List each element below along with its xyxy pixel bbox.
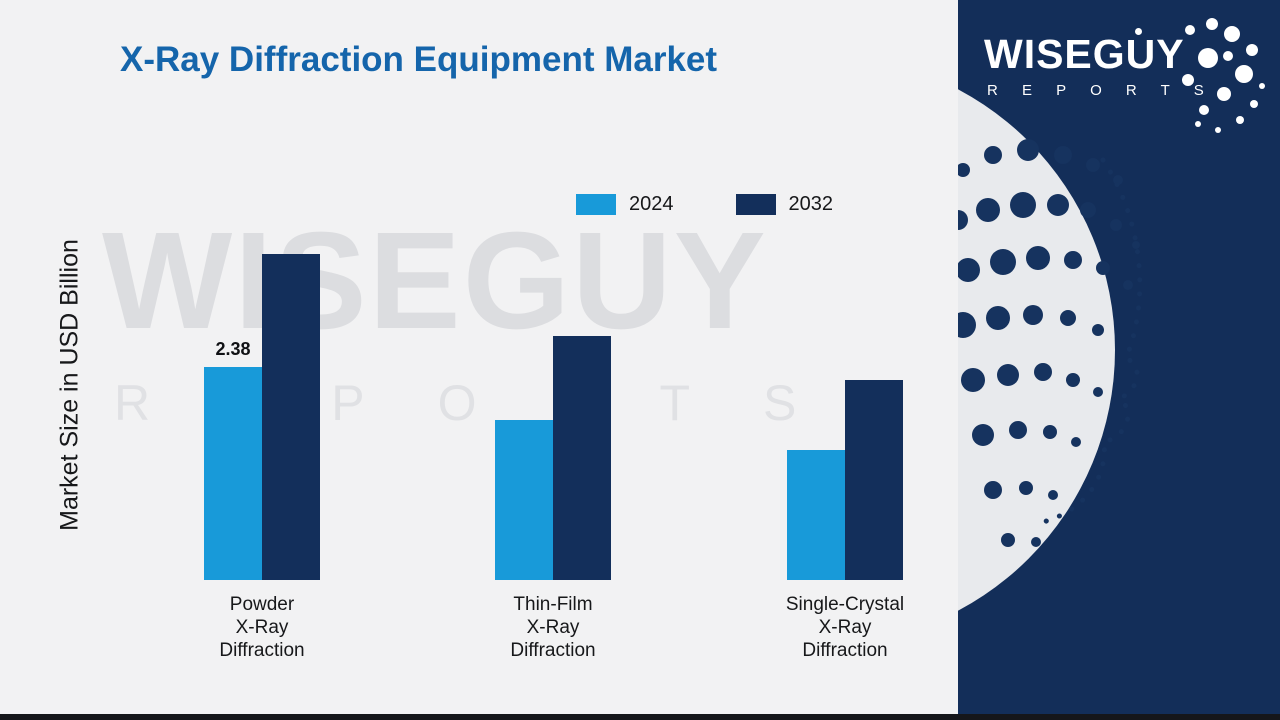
category-label: Single-Crystal X-Ray Diffraction [785, 594, 905, 661]
bar-group: Thin-Film X-Ray Diffraction [495, 336, 611, 661]
legend-label: 2024 [629, 193, 674, 215]
head-profile-dots-graphic [958, 18, 1265, 547]
legend-label: 2032 [788, 193, 834, 215]
legend-item-2024: 2024 [576, 193, 674, 216]
legend-item-2032: 2032 [735, 193, 834, 216]
brand-panel: WISEGUY R E P O R T S [958, 0, 1280, 720]
bar-2024 [495, 420, 553, 580]
legend-swatch-2024 [576, 194, 616, 215]
bar-2032 [845, 380, 903, 580]
bar-2024: 2.38 [204, 339, 262, 580]
category-label: Powder X-Ray Diffraction [219, 594, 305, 661]
logo-u-dot [1135, 28, 1142, 35]
bar-2024 [787, 450, 845, 580]
watermark-wordmark: WISEGUY [102, 204, 768, 358]
category-label: Thin-Film X-Ray Diffraction [510, 594, 596, 661]
chart-title: X-Ray Diffraction Equipment Market [120, 40, 718, 79]
wiseguy-logo: WISEGUY R E P O R T S [984, 28, 1214, 99]
logo-wordmark-text: WISEGUY [984, 31, 1185, 77]
logo-wordmark: WISEGUY [984, 28, 1214, 77]
background-watermark: WISEGUY R E P O R T S [102, 212, 826, 432]
legend: 2024 2032 [576, 193, 833, 216]
y-axis-label: Market Size in USD Billion [55, 239, 84, 531]
bar-group: Single-Crystal X-Ray Diffraction [786, 380, 904, 661]
bottom-bar [0, 714, 1280, 720]
bar-chart: 2.38 Powder X-Ray Diffraction Thin-Film X-Ray… [120, 222, 930, 661]
bar-2032 [553, 336, 611, 580]
bar-group: 2.38 Powder X-Ray Diffraction [204, 254, 320, 661]
legend-swatch-2032 [735, 194, 776, 215]
logo-reports-text: R E P O R T S [987, 82, 1214, 99]
bar-2032 [262, 254, 320, 580]
bar-value-label: 2.38 [215, 339, 251, 359]
